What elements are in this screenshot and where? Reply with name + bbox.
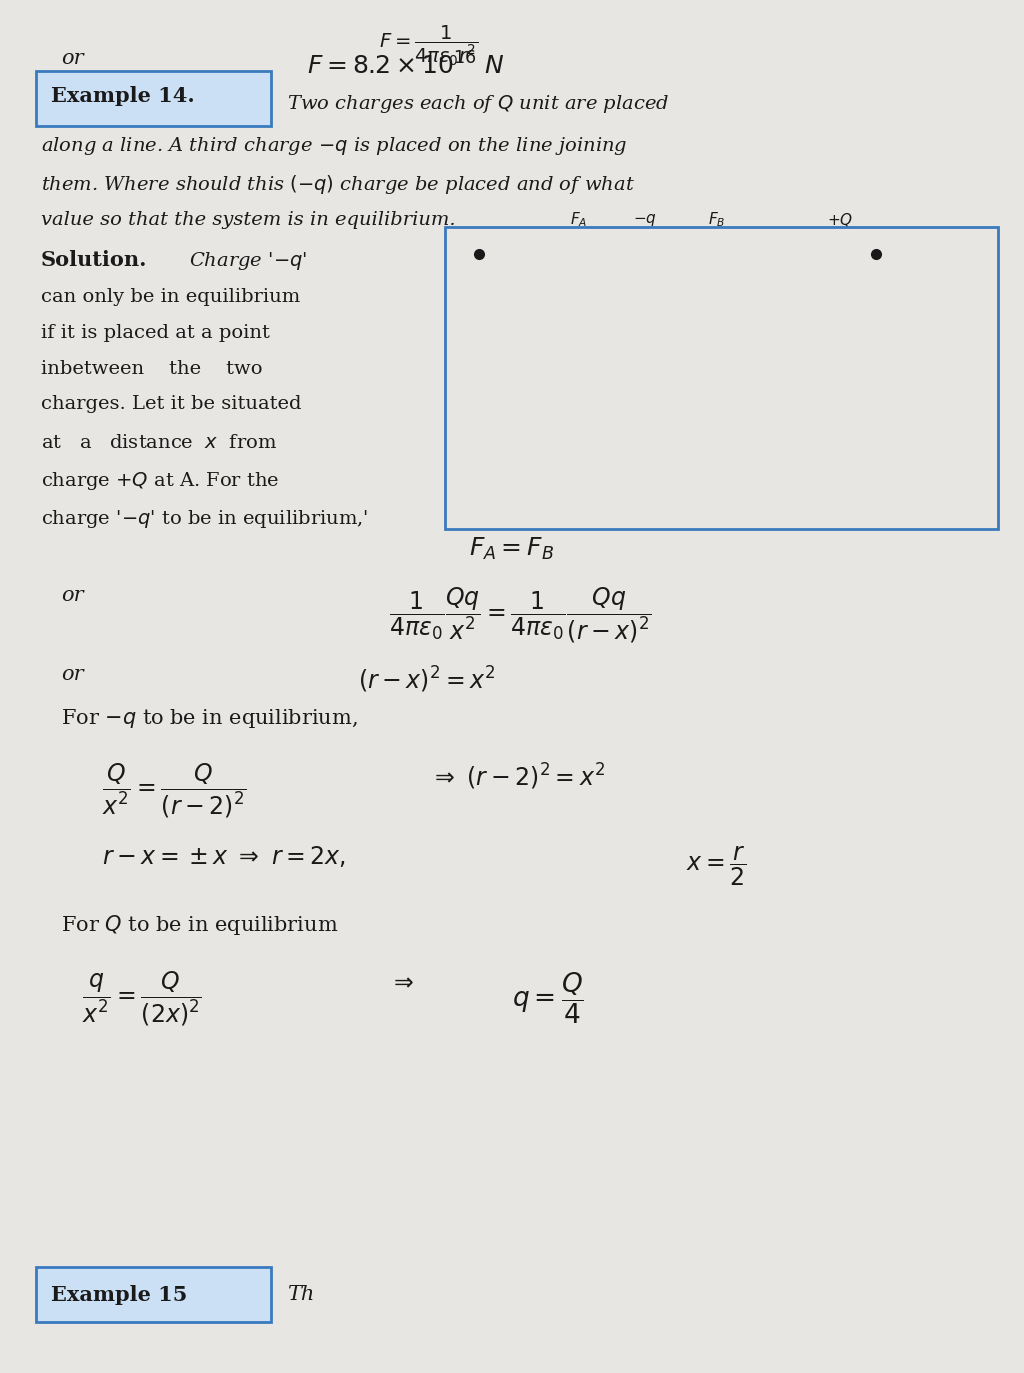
Text: at   a   distance  $x$  from: at a distance $x$ from xyxy=(41,434,278,452)
FancyBboxPatch shape xyxy=(36,71,271,126)
Text: inbetween    the    two: inbetween the two xyxy=(41,360,262,378)
Text: $x$: $x$ xyxy=(552,277,564,291)
Text: $A$: $A$ xyxy=(471,280,483,297)
Text: $(r - x)^2 = x^2$: $(r - x)^2 = x^2$ xyxy=(358,665,496,695)
Text: or: or xyxy=(61,586,84,605)
Text: Charge '$-q$': Charge '$-q$' xyxy=(189,250,307,272)
Text: $F = \dfrac{1}{4\pi\varepsilon_0 r^2}$: $F = \dfrac{1}{4\pi\varepsilon_0 r^2}$ xyxy=(379,23,478,69)
Text: along a line. A third charge $-q$ is placed on the line joining: along a line. A third charge $-q$ is pla… xyxy=(41,135,628,157)
Text: $x = \dfrac{r}{2}$: $x = \dfrac{r}{2}$ xyxy=(686,844,746,888)
Text: $r - x = \pm x\ \Rightarrow\ r = 2x,$: $r - x = \pm x\ \Rightarrow\ r = 2x,$ xyxy=(102,844,346,869)
Text: Example 14.: Example 14. xyxy=(51,86,195,106)
Text: Example 15: Example 15 xyxy=(51,1285,187,1304)
Text: $\Rightarrow\ (r-2)^2 = x^2$: $\Rightarrow\ (r-2)^2 = x^2$ xyxy=(430,762,605,792)
Text: or: or xyxy=(61,49,84,69)
Text: $F = 8.2 \times 10^{16}\ N$: $F = 8.2 \times 10^{16}\ N$ xyxy=(307,52,505,80)
Text: $\Rightarrow$: $\Rightarrow$ xyxy=(389,971,415,994)
Text: can only be in equilibrium: can only be in equilibrium xyxy=(41,288,300,306)
Text: or: or xyxy=(61,665,84,684)
Text: value so that the system is in equilibrium.: value so that the system is in equilibri… xyxy=(41,211,456,229)
Text: $\dfrac{q}{x^2} = \dfrac{Q}{(2x)^2}$: $\dfrac{q}{x^2} = \dfrac{Q}{(2x)^2}$ xyxy=(82,971,202,1028)
Text: $-q$: $-q$ xyxy=(633,211,657,228)
Text: Th: Th xyxy=(287,1285,314,1304)
Text: Fig. 1(a).25: Fig. 1(a).25 xyxy=(674,357,780,375)
Text: For $Q$ to be in equilibrium: For $Q$ to be in equilibrium xyxy=(61,913,339,936)
Text: charge $+Q$ at A. For the: charge $+Q$ at A. For the xyxy=(41,470,280,492)
Text: $+Q$: $+Q$ xyxy=(826,210,853,229)
Text: $F_B$: $F_B$ xyxy=(708,210,726,229)
Text: For $-q$ to be in equilibrium,: For $-q$ to be in equilibrium, xyxy=(61,707,358,730)
Text: $+Q$: $+Q$ xyxy=(471,231,498,250)
Text: charge '$-q$' to be in equilibrium,': charge '$-q$' to be in equilibrium,' xyxy=(41,508,369,530)
FancyBboxPatch shape xyxy=(445,227,998,529)
Text: $F_A = F_B$: $F_A = F_B$ xyxy=(469,535,555,562)
Text: $F_A$: $F_A$ xyxy=(570,210,587,229)
Text: $\dfrac{Q}{x^2} = \dfrac{Q}{(r-2)^2}$: $\dfrac{Q}{x^2} = \dfrac{Q}{(r-2)^2}$ xyxy=(102,762,247,820)
Text: Solution.: Solution. xyxy=(41,250,147,270)
Text: $r-x$: $r-x$ xyxy=(744,277,781,291)
Text: $r$: $r$ xyxy=(672,309,680,323)
Text: $B$: $B$ xyxy=(973,244,985,264)
Text: Two charges each of $Q$ unit are placed: Two charges each of $Q$ unit are placed xyxy=(287,93,669,115)
Text: charges. Let it be situated: charges. Let it be situated xyxy=(41,395,301,413)
Text: them. Where should this $(-q)$ charge be placed and of what: them. Where should this $(-q)$ charge be… xyxy=(41,173,635,196)
Text: $q = \dfrac{Q}{4}$: $q = \dfrac{Q}{4}$ xyxy=(512,971,584,1026)
Text: if it is placed at a point: if it is placed at a point xyxy=(41,324,270,342)
Text: $\dfrac{1}{4\pi\varepsilon_0}\dfrac{Qq}{x^2} = \dfrac{1}{4\pi\varepsilon_0}\dfra: $\dfrac{1}{4\pi\varepsilon_0}\dfrac{Qq}{… xyxy=(389,585,651,645)
FancyBboxPatch shape xyxy=(36,1267,271,1322)
